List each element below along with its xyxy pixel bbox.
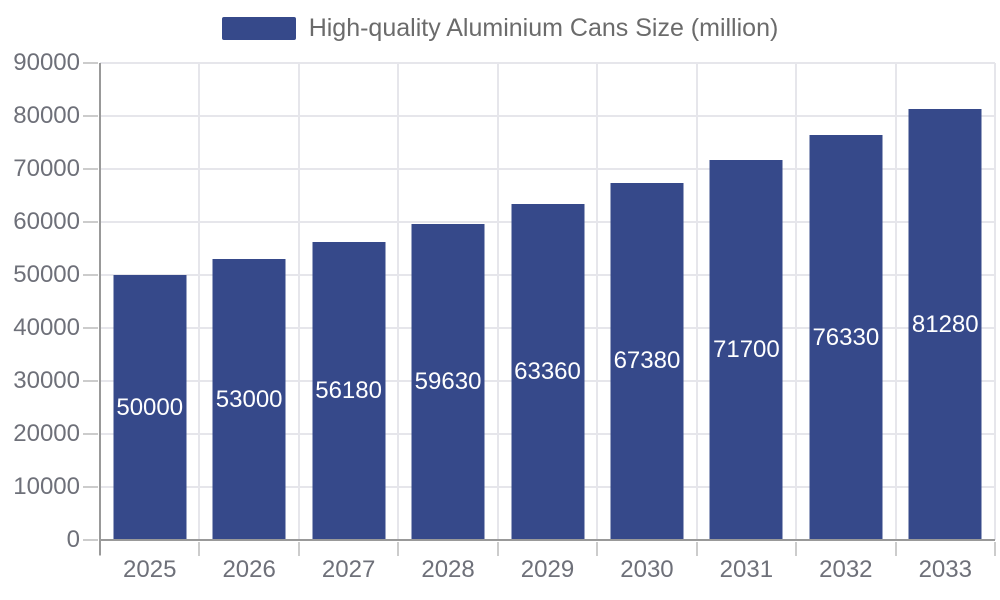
- y-gridline: [100, 168, 995, 170]
- x-axis-tick-label: 2030: [620, 556, 674, 583]
- x-axis-tick: [795, 542, 798, 556]
- x-axis-tick-label: 2031: [719, 556, 774, 583]
- bar-value-label: 81280: [911, 310, 979, 338]
- x-gridline: [795, 63, 798, 540]
- x-axis-line: [99, 539, 995, 541]
- x-gridline: [894, 63, 897, 540]
- y-axis-tick: [83, 115, 98, 118]
- x-gridline: [994, 63, 996, 540]
- x-axis-tick: [496, 542, 499, 556]
- y-axis-tick: [83, 327, 98, 330]
- y-axis-tick-label: 80000: [13, 102, 80, 130]
- x-axis-tick-label: 2033: [918, 556, 972, 583]
- y-axis-tick-label: 30000: [13, 367, 80, 395]
- y-axis-tick: [83, 433, 98, 436]
- legend-item[interactable]: High-quality Aluminium Cans Size (millio…: [0, 14, 1000, 43]
- y-axis-tick-label: 0: [66, 526, 80, 553]
- y-axis-tick: [83, 168, 98, 170]
- x-axis-tick-label: 2027: [321, 556, 376, 583]
- y-axis-tick-label: 60000: [13, 208, 80, 236]
- y-axis-tick-label: 50000: [13, 261, 80, 288]
- y-axis-tick: [83, 539, 98, 541]
- bar-value-label: 63360: [514, 358, 581, 386]
- y-axis-tick-label: 90000: [13, 49, 80, 76]
- y-axis-tick: [83, 221, 98, 224]
- bar: 59630: [411, 223, 485, 540]
- x-axis-tick-label: 2032: [819, 556, 873, 583]
- x-gridline: [297, 63, 300, 540]
- x-axis-tick-label: 2028: [421, 556, 475, 583]
- bar: 63360: [511, 204, 584, 540]
- x-gridline: [198, 63, 201, 540]
- y-axis-tick: [83, 486, 98, 489]
- y-axis-tick-label: 40000: [13, 314, 80, 342]
- y-axis-labels: 0 10000 20000 30000 40000 50000 60000 70000 8000…: [0, 50, 80, 553]
- y-axis-line: [99, 63, 101, 555]
- y-axis-tick-label: 10000: [13, 473, 80, 501]
- x-axis-tick-label: 2025: [123, 556, 177, 583]
- bar-value-label: 50000: [116, 393, 184, 421]
- x-gridline: [695, 63, 698, 540]
- bar: 71700: [709, 160, 783, 540]
- bar-value-label: 76330: [812, 323, 880, 351]
- x-axis-tick-label: 2029: [520, 556, 575, 583]
- x-gridline: [596, 63, 599, 540]
- bar-value-label: 53000: [215, 385, 283, 413]
- x-axis-tick: [198, 542, 201, 556]
- legend-swatch: [221, 17, 296, 40]
- x-gridline: [397, 63, 400, 540]
- y-axis-tick-label: 70000: [13, 155, 80, 182]
- y-axis-tick-label: 20000: [13, 420, 80, 448]
- x-axis-labels: 2025 2026 2027 2028 2029 2030 2031 2032 2033: [100, 556, 995, 586]
- y-axis-tick: [83, 274, 98, 276]
- bar-value-label: 71700: [713, 336, 780, 363]
- bar: 50000: [113, 275, 187, 540]
- x-axis-tick: [397, 542, 400, 556]
- bar: 53000: [212, 259, 286, 540]
- bar: 76330: [809, 135, 883, 540]
- bar-value-label: 59630: [414, 367, 482, 395]
- bar: 67380: [610, 182, 684, 540]
- bar-value-label: 67380: [613, 347, 681, 375]
- x-axis-tick: [596, 542, 599, 556]
- y-gridline: [100, 115, 995, 118]
- plot-area: 50000 53000 56180 59630 63360 67380 71700 76330…: [83, 62, 996, 556]
- x-axis-tick-label: 2026: [222, 556, 276, 583]
- x-gridline: [496, 63, 499, 540]
- y-axis-tick: [83, 380, 98, 383]
- x-axis-tick: [994, 542, 996, 556]
- bar: 81280: [908, 109, 982, 540]
- bar-value-label: 56180: [315, 377, 382, 405]
- bar: 56180: [312, 242, 386, 540]
- y-axis-tick: [83, 62, 98, 64]
- legend-label: High-quality Aluminium Cans Size (millio…: [308, 14, 779, 42]
- y-gridline: [100, 62, 995, 64]
- x-axis-tick: [695, 542, 698, 556]
- x-axis-tick: [894, 542, 897, 556]
- x-axis-tick: [297, 542, 300, 556]
